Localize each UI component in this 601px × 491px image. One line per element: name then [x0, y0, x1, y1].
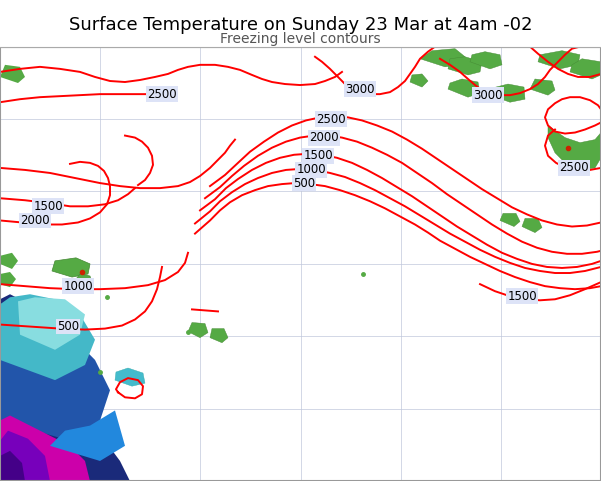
Polygon shape	[0, 451, 25, 481]
Polygon shape	[500, 214, 520, 226]
Text: 1500: 1500	[507, 290, 537, 303]
Polygon shape	[0, 253, 18, 269]
Polygon shape	[72, 274, 92, 288]
Text: 1500: 1500	[33, 200, 63, 213]
Polygon shape	[0, 272, 16, 287]
Polygon shape	[0, 294, 95, 380]
Text: Surface Temperature on Sunday 23 Mar at 4am -02: Surface Temperature on Sunday 23 Mar at …	[69, 16, 532, 34]
Text: 1000: 1000	[296, 164, 326, 176]
Polygon shape	[52, 258, 90, 277]
Text: 2500: 2500	[316, 113, 346, 126]
Polygon shape	[530, 79, 555, 95]
Polygon shape	[50, 410, 125, 461]
Polygon shape	[188, 323, 208, 338]
Polygon shape	[570, 59, 601, 79]
Polygon shape	[410, 74, 428, 87]
Text: 2500: 2500	[147, 87, 177, 101]
Text: 500: 500	[57, 320, 79, 333]
Text: 3000: 3000	[345, 82, 375, 96]
Text: 2000: 2000	[20, 214, 50, 227]
Polygon shape	[0, 294, 130, 481]
Polygon shape	[448, 57, 482, 75]
Text: Freezing level contours: Freezing level contours	[220, 32, 381, 46]
Polygon shape	[0, 65, 25, 83]
Polygon shape	[490, 84, 525, 102]
Text: 2000: 2000	[309, 131, 339, 144]
Polygon shape	[448, 79, 480, 97]
Text: 1500: 1500	[303, 149, 333, 163]
Polygon shape	[0, 297, 110, 441]
Polygon shape	[18, 297, 85, 350]
Polygon shape	[470, 52, 502, 69]
Text: 2500: 2500	[559, 162, 589, 174]
Text: 1000: 1000	[63, 280, 93, 293]
Polygon shape	[0, 431, 50, 481]
Polygon shape	[522, 218, 542, 233]
Polygon shape	[115, 368, 145, 386]
Polygon shape	[0, 415, 90, 481]
Polygon shape	[210, 328, 228, 343]
Text: 500: 500	[293, 177, 315, 190]
Polygon shape	[538, 51, 580, 69]
Polygon shape	[420, 49, 465, 67]
Polygon shape	[548, 126, 601, 170]
Text: 3000: 3000	[473, 89, 503, 102]
